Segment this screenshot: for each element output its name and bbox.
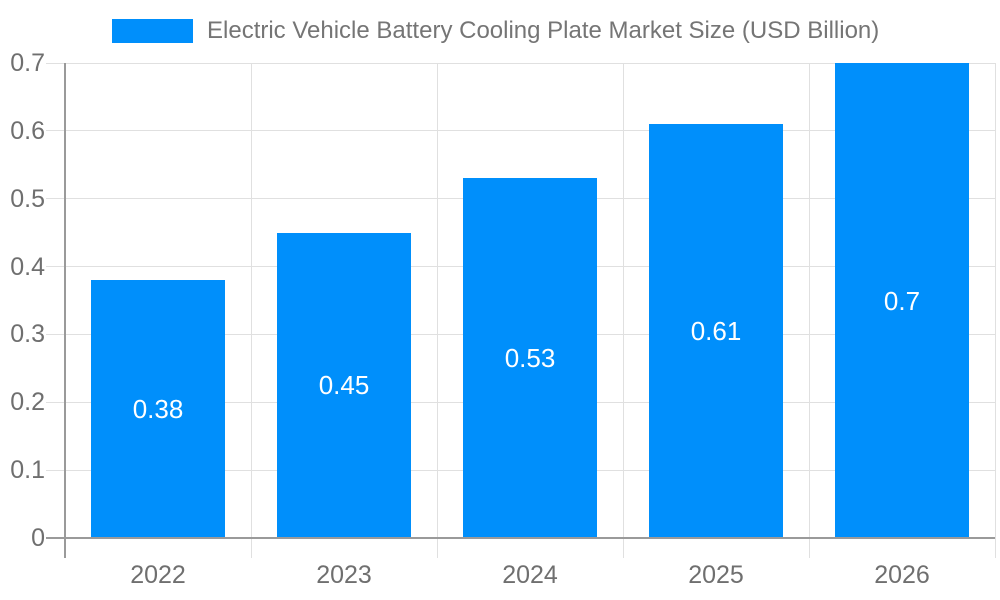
y-axis-tick-label: 0.6 bbox=[10, 116, 45, 145]
x-axis-tick-label: 2024 bbox=[502, 561, 558, 589]
bar-value-label: 0.61 bbox=[690, 316, 742, 347]
y-axis-tick-label: 0.5 bbox=[10, 184, 45, 213]
y-axis-line bbox=[64, 63, 66, 558]
gridline-horizontal bbox=[46, 130, 995, 132]
bar[interactable]: 0.45 bbox=[277, 232, 411, 538]
bar-value-label: 0.45 bbox=[318, 370, 370, 401]
x-axis-tick-label: 2022 bbox=[130, 561, 186, 589]
category-separator-line bbox=[622, 63, 624, 558]
bar[interactable]: 0.61 bbox=[649, 124, 783, 538]
bar[interactable]: 0.38 bbox=[91, 280, 225, 538]
y-axis-tick-label: 0 bbox=[31, 524, 45, 552]
bar-value-label: 0.7 bbox=[883, 285, 921, 316]
category-separator-line bbox=[436, 63, 438, 558]
x-axis-line bbox=[46, 537, 995, 539]
y-axis-tick-label: 0.4 bbox=[10, 252, 45, 281]
category-separator-line bbox=[808, 63, 810, 558]
x-axis-tick-label: 2026 bbox=[874, 561, 930, 589]
legend-item[interactable]: Electric Vehicle Battery Cooling Plate M… bbox=[112, 19, 879, 43]
gridline-horizontal bbox=[46, 62, 995, 64]
bar-value-label: 0.38 bbox=[132, 394, 184, 425]
x-axis-tick-label: 2023 bbox=[316, 561, 372, 589]
y-axis-tick-label: 0.3 bbox=[10, 320, 45, 349]
category-separator-line bbox=[250, 63, 252, 558]
legend-swatch bbox=[112, 19, 193, 43]
x-axis-tick-label: 2025 bbox=[688, 561, 744, 589]
bar-value-label: 0.53 bbox=[504, 343, 556, 374]
y-axis-tick-label: 0.1 bbox=[10, 456, 45, 485]
bar[interactable]: 0.53 bbox=[463, 178, 597, 538]
bar[interactable]: 0.7 bbox=[835, 63, 969, 538]
y-axis-tick-label: 0.2 bbox=[10, 388, 45, 417]
chart-title: Electric Vehicle Battery Cooling Plate M… bbox=[207, 17, 880, 44]
y-axis-tick-label: 0.7 bbox=[10, 49, 45, 77]
plot-right-border bbox=[994, 63, 996, 558]
